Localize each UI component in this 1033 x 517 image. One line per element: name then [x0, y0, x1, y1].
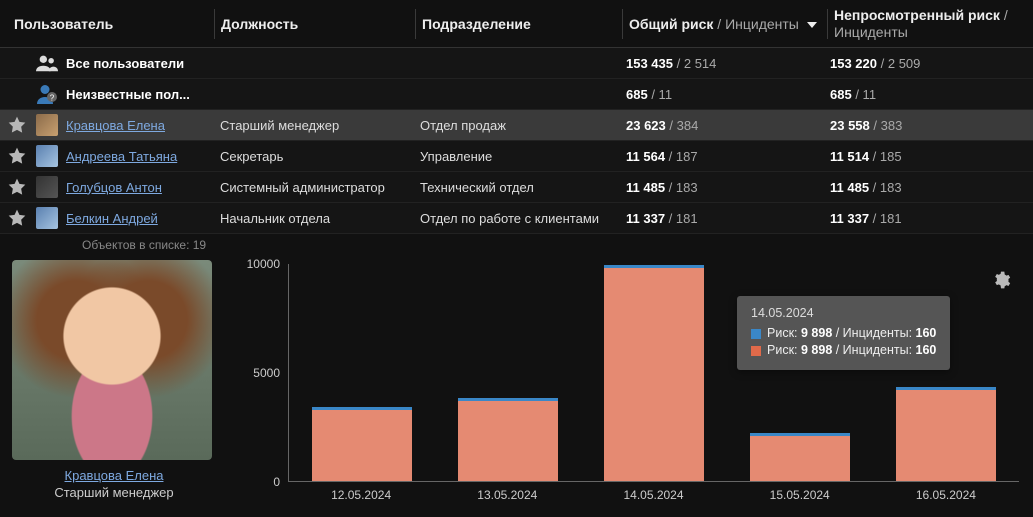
col-unseen-risk-main: Непросмотренный риск: [834, 7, 1000, 23]
user-link[interactable]: Голубцов Антон: [66, 180, 162, 195]
tooltip-line: Риск: 9 898 / Инциденты: 160: [751, 343, 936, 357]
user-position: Начальник отдела: [214, 211, 414, 226]
col-department[interactable]: Подразделение: [416, 16, 622, 32]
sort-desc-icon: [807, 16, 817, 32]
tooltip-swatch: [751, 329, 761, 339]
group-unseen-risk: 685 / 11: [824, 87, 1028, 102]
x-label: 15.05.2024: [727, 488, 873, 502]
chart-y-axis: 0500010000: [232, 260, 286, 482]
chart-bar-slot[interactable]: [435, 264, 581, 481]
avatar[interactable]: [36, 176, 58, 198]
user-link[interactable]: Кравцова Елена: [66, 118, 165, 133]
profile-card: Кравцова Елена Старший менеджер: [12, 260, 216, 512]
group-name: Все пользователи: [66, 56, 184, 71]
y-tick: 0: [273, 475, 280, 489]
user-department: Технический отдел: [414, 180, 620, 195]
user-position: Системный администратор: [214, 180, 414, 195]
risk-chart: 0500010000 12.05.202413.05.202414.05.202…: [232, 260, 1023, 512]
y-tick: 5000: [253, 366, 280, 380]
profile-photo[interactable]: [12, 260, 212, 460]
x-label: 14.05.2024: [580, 488, 726, 502]
avatar[interactable]: [36, 114, 58, 136]
tooltip-line: Риск: 9 898 / Инциденты: 160: [751, 326, 936, 340]
x-label: 13.05.2024: [434, 488, 580, 502]
group-row[interactable]: ? Неизвестные пол... 685 / 11685 / 11: [0, 79, 1033, 110]
table-row[interactable]: Кравцова Елена Старший менеджерОтдел прод…: [0, 110, 1033, 141]
col-total-risk-main: Общий риск: [629, 16, 713, 32]
user-risk: 11 564 / 187: [620, 149, 824, 164]
user-unseen-risk: 11 337 / 181: [824, 211, 1028, 226]
user-position: Секретарь: [214, 149, 414, 164]
y-tick: 10000: [247, 257, 280, 271]
col-user[interactable]: Пользователь: [0, 16, 214, 32]
group-unseen-risk: 153 220 / 2 509: [824, 56, 1028, 71]
group-risk: 685 / 11: [620, 87, 824, 102]
star-icon[interactable]: [6, 176, 28, 198]
table-row[interactable]: Андреева Татьяна СекретарьУправление11 56…: [0, 141, 1033, 172]
chart-bar-slot[interactable]: [581, 264, 727, 481]
user-link[interactable]: Белкин Андрей: [66, 211, 158, 226]
list-count: Объектов в списке: 19: [82, 238, 1033, 252]
user-unseen-risk: 23 558 / 383: [824, 118, 1028, 133]
user-link[interactable]: Андреева Татьяна: [66, 149, 177, 164]
avatar[interactable]: [36, 207, 58, 229]
table-row[interactable]: Белкин Андрей Начальник отделаОтдел по ра…: [0, 203, 1033, 234]
col-unseen-risk-sub: Инциденты: [834, 24, 908, 40]
star-icon[interactable]: [6, 207, 28, 229]
user-department: Отдел продаж: [414, 118, 620, 133]
group-name: Неизвестные пол...: [66, 87, 190, 102]
user-risk: 23 623 / 384: [620, 118, 824, 133]
user-department: Управление: [414, 149, 620, 164]
group-risk: 153 435 / 2 514: [620, 56, 824, 71]
table-header: Пользователь Должность Подразделение Общ…: [0, 0, 1033, 48]
chart-bar[interactable]: [896, 387, 995, 481]
user-risk: 11 485 / 183: [620, 180, 824, 195]
col-total-risk[interactable]: Общий риск / Инциденты: [623, 16, 827, 32]
profile-name-link[interactable]: Кравцова Елена: [65, 468, 164, 483]
table-body: Все пользователи 153 435 / 2 514153 220 /…: [0, 48, 1033, 234]
unknown-user-icon: ?: [36, 83, 58, 105]
star-icon[interactable]: [6, 114, 28, 136]
star-icon[interactable]: [6, 145, 28, 167]
group-row[interactable]: Все пользователи 153 435 / 2 514153 220 /…: [0, 48, 1033, 79]
svg-text:?: ?: [50, 94, 55, 103]
chart-bar[interactable]: [458, 398, 557, 481]
tooltip-swatch: [751, 346, 761, 356]
col-total-risk-sub: Инциденты: [725, 16, 799, 32]
x-label: 16.05.2024: [873, 488, 1019, 502]
col-unseen-risk[interactable]: Непросмотренный риск / Инциденты: [828, 7, 1032, 41]
user-department: Отдел по работе с клиентами: [414, 211, 620, 226]
chart-x-axis: 12.05.202413.05.202414.05.202415.05.2024…: [288, 488, 1019, 502]
chart-bar-slot[interactable]: [289, 264, 435, 481]
user-unseen-risk: 11 514 / 185: [824, 149, 1028, 164]
profile-role: Старший менеджер: [12, 485, 216, 500]
user-risk: 11 337 / 181: [620, 211, 824, 226]
users-icon: [36, 52, 58, 74]
user-position: Старший менеджер: [214, 118, 414, 133]
user-unseen-risk: 11 485 / 183: [824, 180, 1028, 195]
avatar[interactable]: [36, 145, 58, 167]
table-row[interactable]: Голубцов Антон Системный администраторТех…: [0, 172, 1033, 203]
chart-tooltip: 14.05.2024 Риск: 9 898 / Инциденты: 160 Ри…: [737, 296, 950, 370]
chart-bar[interactable]: [604, 265, 703, 481]
x-label: 12.05.2024: [288, 488, 434, 502]
col-position[interactable]: Должность: [215, 16, 415, 32]
chart-bar[interactable]: [312, 407, 411, 481]
chart-bar[interactable]: [750, 433, 849, 481]
tooltip-date: 14.05.2024: [751, 306, 936, 320]
